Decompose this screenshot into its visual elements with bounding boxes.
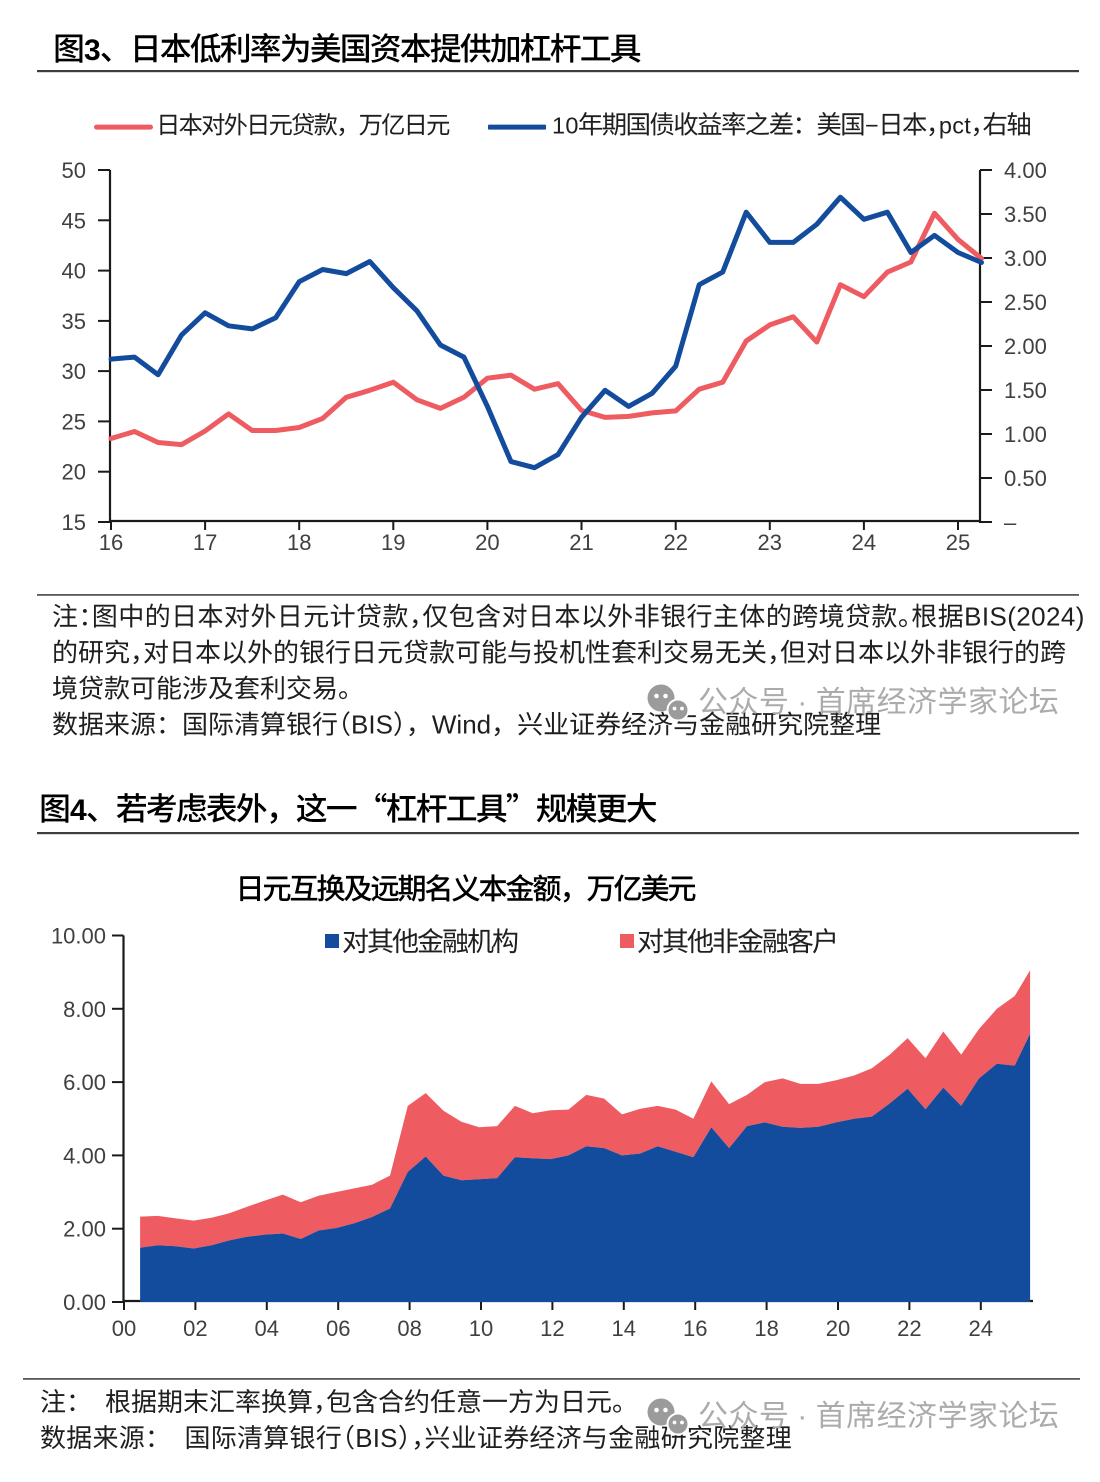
svg-text:10.00: 10.00: [51, 924, 106, 949]
svg-text:35: 35: [62, 309, 86, 334]
svg-text:17: 17: [193, 530, 217, 555]
svg-text:·: ·: [797, 686, 808, 719]
svg-text:18: 18: [287, 530, 311, 555]
svg-text:24: 24: [852, 530, 876, 555]
svg-text:BIS(2024): BIS(2024): [964, 602, 1085, 632]
svg-text:14: 14: [612, 1316, 636, 1341]
svg-text:BIS: BIS: [351, 710, 393, 740]
svg-text:−: −: [865, 113, 879, 139]
svg-text:16: 16: [683, 1316, 707, 1341]
svg-text:12: 12: [540, 1316, 564, 1341]
svg-text:08: 08: [397, 1316, 421, 1341]
svg-text:1.50: 1.50: [1004, 378, 1047, 403]
svg-text:16: 16: [99, 530, 123, 555]
svg-text:pct: pct: [939, 113, 971, 139]
svg-text:2.00: 2.00: [1004, 334, 1047, 359]
svg-text:00: 00: [112, 1316, 136, 1341]
svg-text:6.00: 6.00: [63, 1070, 106, 1095]
svg-text:10: 10: [552, 113, 579, 139]
svg-text:3.00: 3.00: [1004, 246, 1047, 271]
svg-text:4: 4: [70, 794, 87, 827]
svg-text:15: 15: [62, 510, 86, 535]
svg-text:24: 24: [969, 1316, 993, 1341]
svg-text:22: 22: [897, 1316, 921, 1341]
svg-text:06: 06: [326, 1316, 350, 1341]
svg-text:1.00: 1.00: [1004, 422, 1047, 447]
svg-text:02: 02: [183, 1316, 207, 1341]
svg-text:BIS: BIS: [355, 1423, 398, 1453]
svg-text:20: 20: [826, 1316, 850, 1341]
svg-text:22: 22: [663, 530, 687, 555]
svg-text:04: 04: [255, 1316, 279, 1341]
svg-text:4.00: 4.00: [1004, 158, 1047, 183]
svg-text:0.50: 0.50: [1004, 466, 1047, 491]
svg-text:Wind: Wind: [432, 710, 491, 740]
svg-text:20: 20: [62, 460, 86, 485]
svg-text:–: –: [1004, 510, 1017, 535]
svg-text:10: 10: [469, 1316, 493, 1341]
svg-text:25: 25: [946, 530, 970, 555]
svg-text:21: 21: [569, 530, 593, 555]
svg-text:20: 20: [475, 530, 499, 555]
svg-text:2.50: 2.50: [1004, 290, 1047, 315]
svg-text:8.00: 8.00: [63, 997, 106, 1022]
svg-text:3.50: 3.50: [1004, 202, 1047, 227]
svg-text:30: 30: [62, 359, 86, 384]
svg-text:25: 25: [62, 409, 86, 434]
svg-text:40: 40: [62, 259, 86, 284]
svg-text:45: 45: [62, 208, 86, 233]
svg-text:2.00: 2.00: [63, 1217, 106, 1242]
svg-text:0.00: 0.00: [63, 1290, 106, 1315]
svg-text:18: 18: [754, 1316, 778, 1341]
svg-text:50: 50: [62, 158, 86, 183]
svg-text:19: 19: [381, 530, 405, 555]
svg-text:3: 3: [84, 34, 101, 67]
svg-text:23: 23: [758, 530, 782, 555]
svg-text:4.00: 4.00: [63, 1143, 106, 1168]
